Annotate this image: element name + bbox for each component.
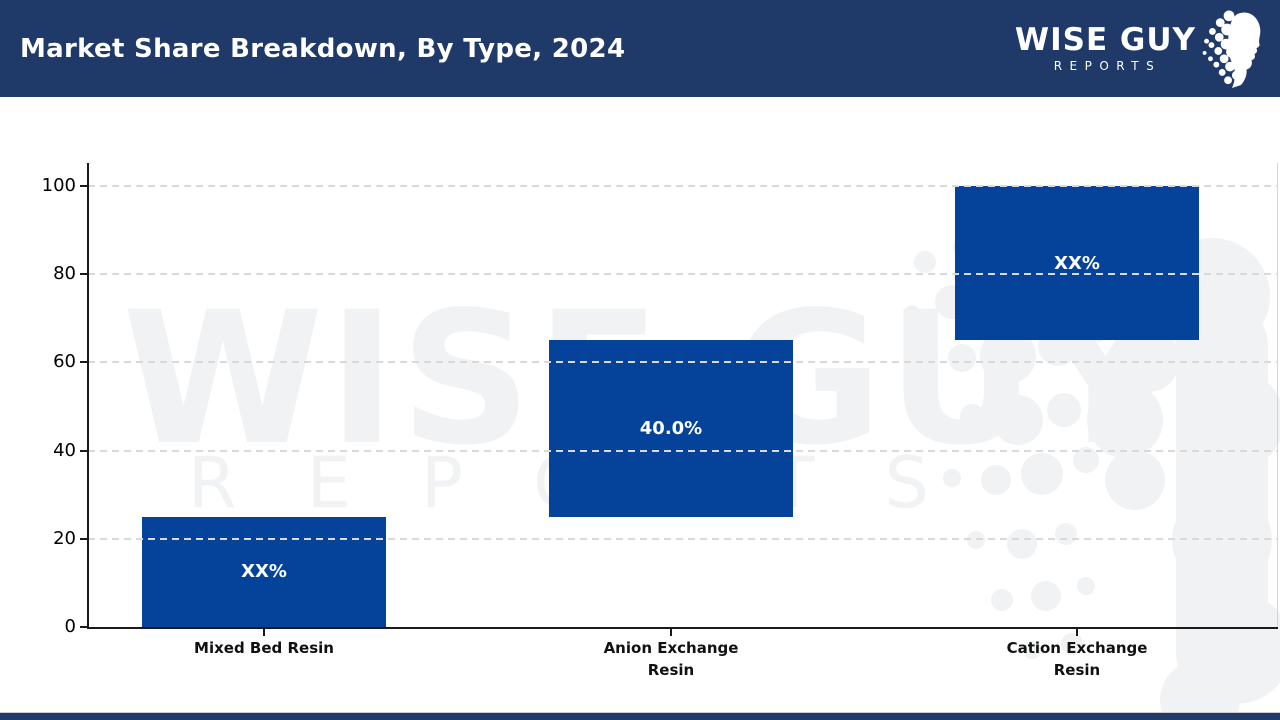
x-tick-label-anion-exchange-resin: Anion Exchange Resin [603,639,739,679]
y-tick-mark [80,361,88,364]
gridline-100 [88,185,1277,187]
bar-anion-exchange-resin: 40.0% [549,340,793,517]
chart-title: Market Share Breakdown, By Type, 2024 [20,33,626,64]
x-tick-label-cation-exchange-resin: Cation Exchange Resin [1006,639,1148,679]
bar-value-label: XX% [1054,252,1100,274]
y-tick-label: 0 [64,616,76,637]
y-tick-mark [80,626,88,628]
wiseguy-face-icon [1202,9,1261,88]
y-tick-mark [80,273,88,276]
y-tick-mark [80,537,88,540]
wiseguy-logo-text: WISE GUY REPORTS [1014,22,1196,73]
gridline-20 [88,537,1277,540]
y-tick-label: 20 [53,527,76,549]
x-axis-line [87,627,1278,629]
plot-right-border [1277,163,1278,627]
gridline-40 [88,449,1277,452]
y-tick-label: 80 [53,263,76,285]
bar-mixed-bed-resin: XX% [142,516,386,627]
header-bar: Market Share Breakdown, By Type, 2024 WI… [0,0,1280,97]
footer-divider [0,712,1280,713]
bar-cation-exchange-resin: XX% [955,186,1199,341]
y-tick-label: 40 [53,439,76,461]
bar-value-label: XX% [241,561,287,583]
footer-accent-bar [0,713,1280,720]
y-tick-mark [80,185,88,187]
gridline-60 [88,361,1277,364]
x-tick-mark [1076,629,1078,636]
bar-value-label: 40.0% [639,418,703,440]
y-tick-label: 60 [53,351,76,373]
logo-sub-text: REPORTS [1053,59,1162,73]
gridline-80 [88,273,1277,276]
logo-name-text: WISE GUY [1014,22,1196,58]
y-axis-line [87,163,89,629]
x-tick-label-mixed-bed-resin: Mixed Bed Resin [194,639,334,657]
y-tick-label: 100 [41,175,76,196]
x-tick-mark [263,629,265,636]
wiseguy-logo: WISE GUY REPORTS [1015,8,1262,90]
x-tick-mark [670,629,672,636]
y-tick-mark [80,449,88,452]
